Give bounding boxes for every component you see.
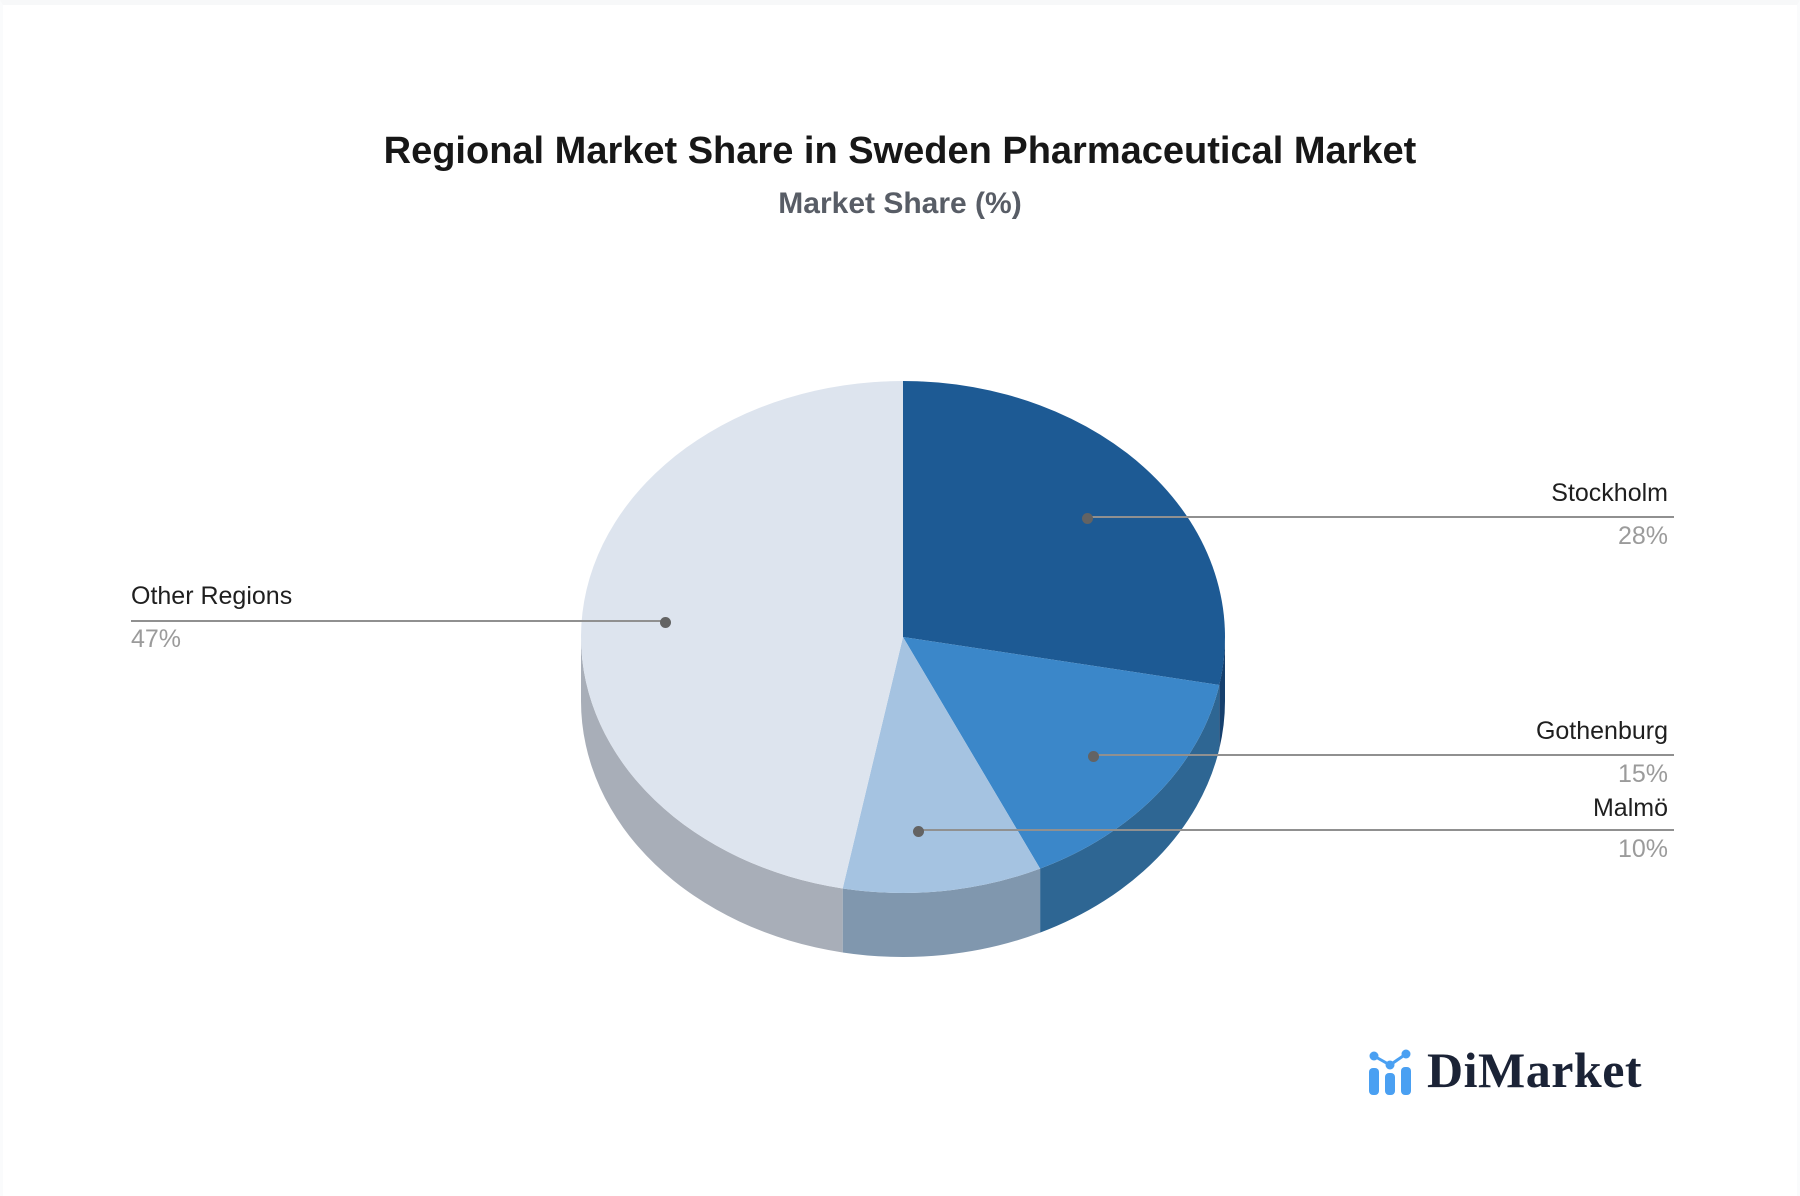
slice-label: Malmö (1592, 794, 1668, 822)
leader-dot (1082, 513, 1093, 524)
pie-side-Other Regions (581, 637, 843, 953)
slice-percent: 10% (1617, 835, 1668, 863)
logo-text: DiMarket (1427, 1042, 1643, 1098)
pie-side-Gothenburg (1040, 684, 1220, 933)
pie-slice-Gothenburg[interactable] (903, 637, 1220, 869)
slice-label: Stockholm (1551, 479, 1668, 507)
leader-line (131, 620, 665, 622)
leader-dot (913, 826, 924, 837)
bar-line-chart-icon (1369, 1049, 1411, 1095)
chart-subtitle: Market Share (%) (778, 187, 1022, 220)
chart-title: Regional Market Share in Sweden Pharmace… (383, 130, 1417, 172)
dimarket-logo: DiMarket (1366, 1045, 1642, 1095)
slice-label: Other Regions (131, 582, 293, 610)
pie-side-Malmö (842, 868, 1041, 957)
leader-line (1093, 754, 1674, 756)
leader-dot (660, 617, 671, 628)
pie-slice-Stockholm[interactable] (903, 381, 1225, 685)
slice-percent: 47% (131, 625, 182, 653)
slice-percent: 28% (1617, 522, 1668, 550)
pie-slice-Other Regions[interactable] (581, 381, 903, 889)
leader-dot (1088, 751, 1099, 762)
leader-line (1087, 516, 1674, 518)
pie-side-Stockholm (1219, 637, 1225, 749)
slice-percent: 15% (1617, 760, 1668, 788)
slice-label: Gothenburg (1535, 717, 1668, 745)
leader-line (918, 829, 1674, 831)
